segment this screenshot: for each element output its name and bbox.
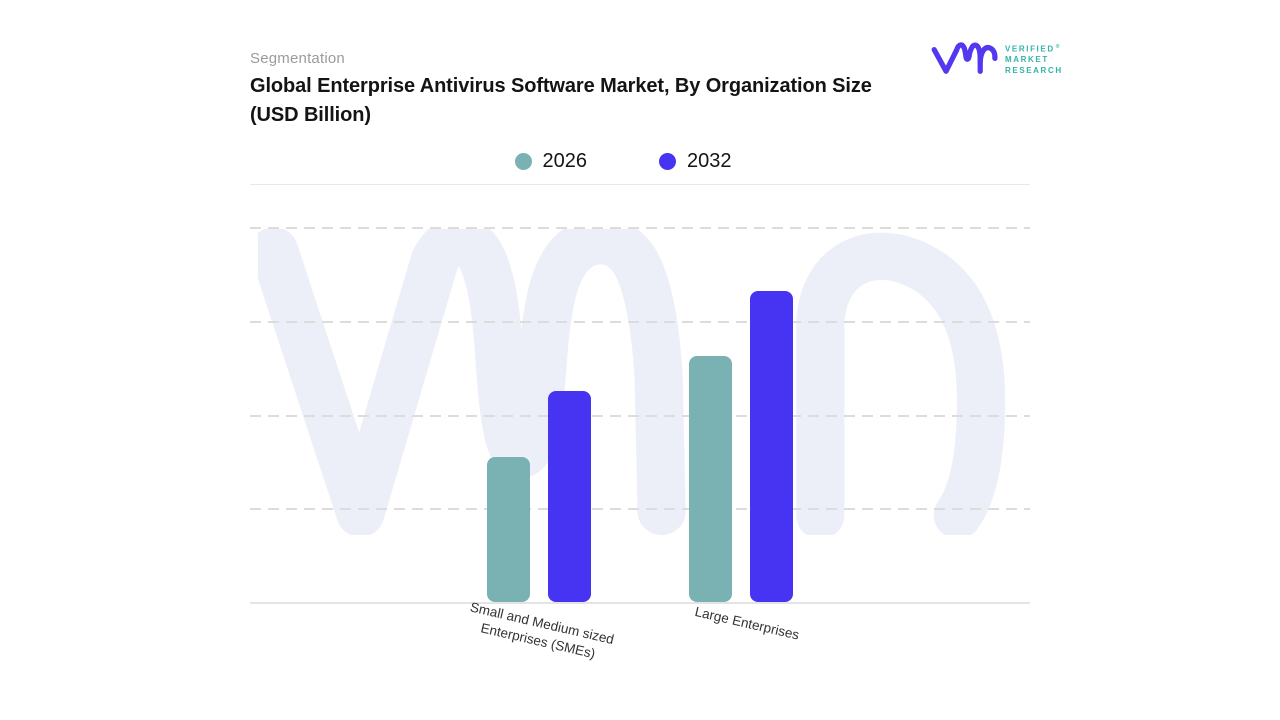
vmr-logo-icon xyxy=(931,42,998,74)
legend: 2026 2032 xyxy=(233,147,1013,175)
gridline-dashed xyxy=(250,414,1030,417)
gridline-dashed xyxy=(250,508,1030,511)
brand-logo: VERIFIED® MARKET RESEARCH xyxy=(930,38,1063,78)
legend-divider xyxy=(250,184,1030,185)
brand-word-research: RESEARCH xyxy=(1005,65,1063,75)
legend-label-2026: 2026 xyxy=(542,149,588,172)
vmr-watermark-icon xyxy=(258,229,1006,535)
brand-word-market: MARKET xyxy=(1005,55,1049,65)
registered-trademark-icon: ® xyxy=(1055,44,1060,50)
bar-2026-smes xyxy=(487,456,530,602)
brand-word-verified: VERIFIED® xyxy=(1005,42,1063,55)
bars xyxy=(250,227,1030,602)
segmentation-label: Segmentation xyxy=(250,50,345,67)
legend-item-2026[interactable]: 2026 xyxy=(514,149,588,173)
brand-name: VERIFIED® MARKET RESEARCH xyxy=(1005,42,1063,76)
x-axis-line xyxy=(250,602,1030,604)
chart-plot-area: Small and Medium sized Enterprises (SMEs)… xyxy=(250,227,1030,661)
bar-2026-large-enterprises xyxy=(689,356,732,602)
bar-2032-large-enterprises xyxy=(750,290,793,602)
chart-title: Global Enterprise Antivirus Software Mar… xyxy=(250,75,872,97)
bar-2032-smes xyxy=(548,391,591,602)
legend-dot-2032-icon xyxy=(659,152,676,170)
gridline-dashed xyxy=(250,320,1030,323)
chart-subtitle: (USD Billion) xyxy=(250,104,371,126)
legend-dot-2026-icon xyxy=(514,152,532,170)
bar-group-large-enterprises xyxy=(689,227,793,602)
legend-item-2032[interactable]: 2032 xyxy=(659,150,732,173)
brand-word-verified-text: VERIFIED xyxy=(1005,44,1055,54)
legend-label-2032: 2032 xyxy=(687,149,732,172)
bar-group-smes xyxy=(487,227,591,602)
gridline-dashed xyxy=(250,227,1030,229)
